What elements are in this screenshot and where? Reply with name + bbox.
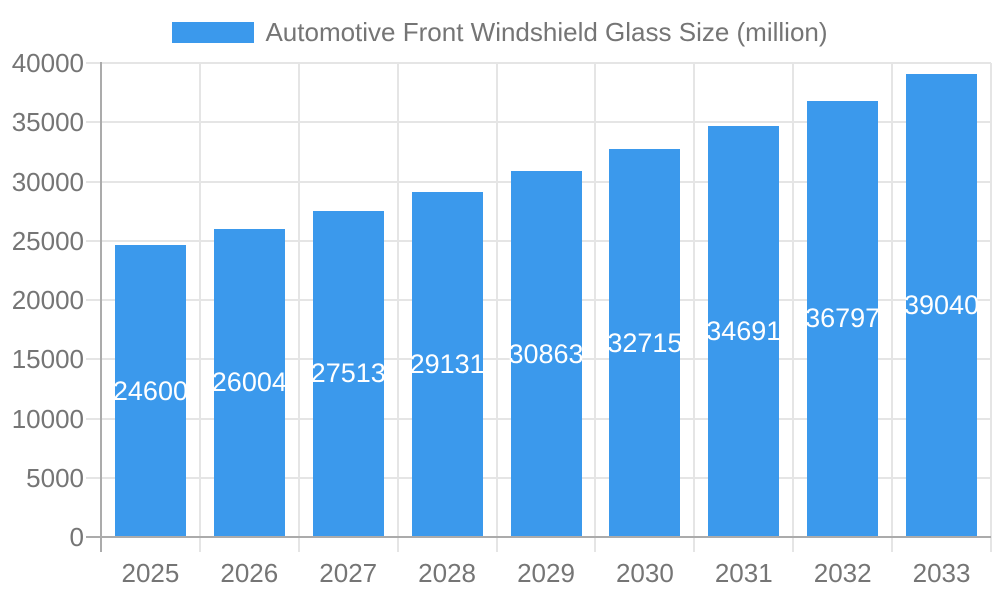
legend-swatch — [172, 21, 255, 43]
bar-2028[interactable] — [411, 191, 483, 537]
gridline-vertical — [198, 63, 201, 552]
x-axis-label: 2026 — [220, 558, 279, 588]
bar-value-label: 34691 — [706, 315, 782, 346]
x-axis-label: 2032 — [813, 558, 872, 588]
legend[interactable]: Automotive Front Windshield Glass Size (… — [0, 18, 1000, 46]
x-axis-label: 2028 — [418, 558, 477, 588]
y-axis-label: 30000 — [11, 166, 84, 197]
bar-2027[interactable] — [312, 210, 384, 537]
bar-value-label: 39040 — [904, 290, 980, 321]
gridline-vertical — [495, 63, 498, 552]
y-axis-label: 0 — [69, 522, 84, 552]
gridline-vertical — [693, 63, 696, 552]
y-axis-label: 35000 — [11, 107, 84, 138]
bar-value-label: 27513 — [310, 358, 386, 389]
gridline-vertical — [396, 63, 399, 552]
y-axis-label: 40000 — [11, 48, 84, 78]
bar-2029[interactable] — [510, 171, 582, 537]
x-axis-line — [86, 536, 991, 538]
bar-value-label: 24600 — [112, 375, 188, 406]
gridline-horizontal — [86, 62, 991, 64]
legend-label: Automotive Front Windshield Glass Size (… — [265, 17, 828, 47]
bar-value-label: 32715 — [607, 327, 683, 358]
y-axis-label: 10000 — [11, 403, 84, 434]
x-axis-label: 2027 — [319, 558, 378, 588]
bar-2025[interactable] — [114, 245, 186, 537]
gridline-horizontal — [86, 121, 991, 124]
bar-2033[interactable] — [906, 74, 978, 537]
bar-value-label: 26004 — [211, 367, 287, 398]
gridline-vertical — [891, 63, 894, 552]
bar-2031[interactable] — [708, 125, 780, 537]
y-axis-label: 20000 — [11, 285, 84, 315]
bar-2030[interactable] — [609, 149, 681, 537]
gridline-vertical — [594, 63, 597, 552]
x-axis-label: 2030 — [615, 558, 674, 588]
x-axis-label: 2031 — [714, 558, 773, 588]
y-axis-line — [100, 62, 102, 552]
bar-2032[interactable] — [807, 100, 879, 537]
bar-value-label: 30863 — [508, 338, 584, 369]
bar-2026[interactable] — [213, 228, 285, 537]
gridline-vertical — [792, 63, 795, 552]
x-axis-label: 2033 — [912, 558, 971, 588]
gridline-vertical — [297, 63, 300, 552]
bar-value-label: 36797 — [805, 303, 881, 334]
y-axis-label: 15000 — [11, 344, 84, 375]
bar-value-label: 29131 — [409, 348, 485, 379]
y-axis-label: 25000 — [11, 225, 84, 256]
gridline-vertical — [990, 63, 992, 552]
x-axis-label: 2025 — [121, 558, 180, 588]
y-axis-label: 5000 — [26, 462, 84, 493]
x-axis-label: 2029 — [517, 558, 575, 588]
